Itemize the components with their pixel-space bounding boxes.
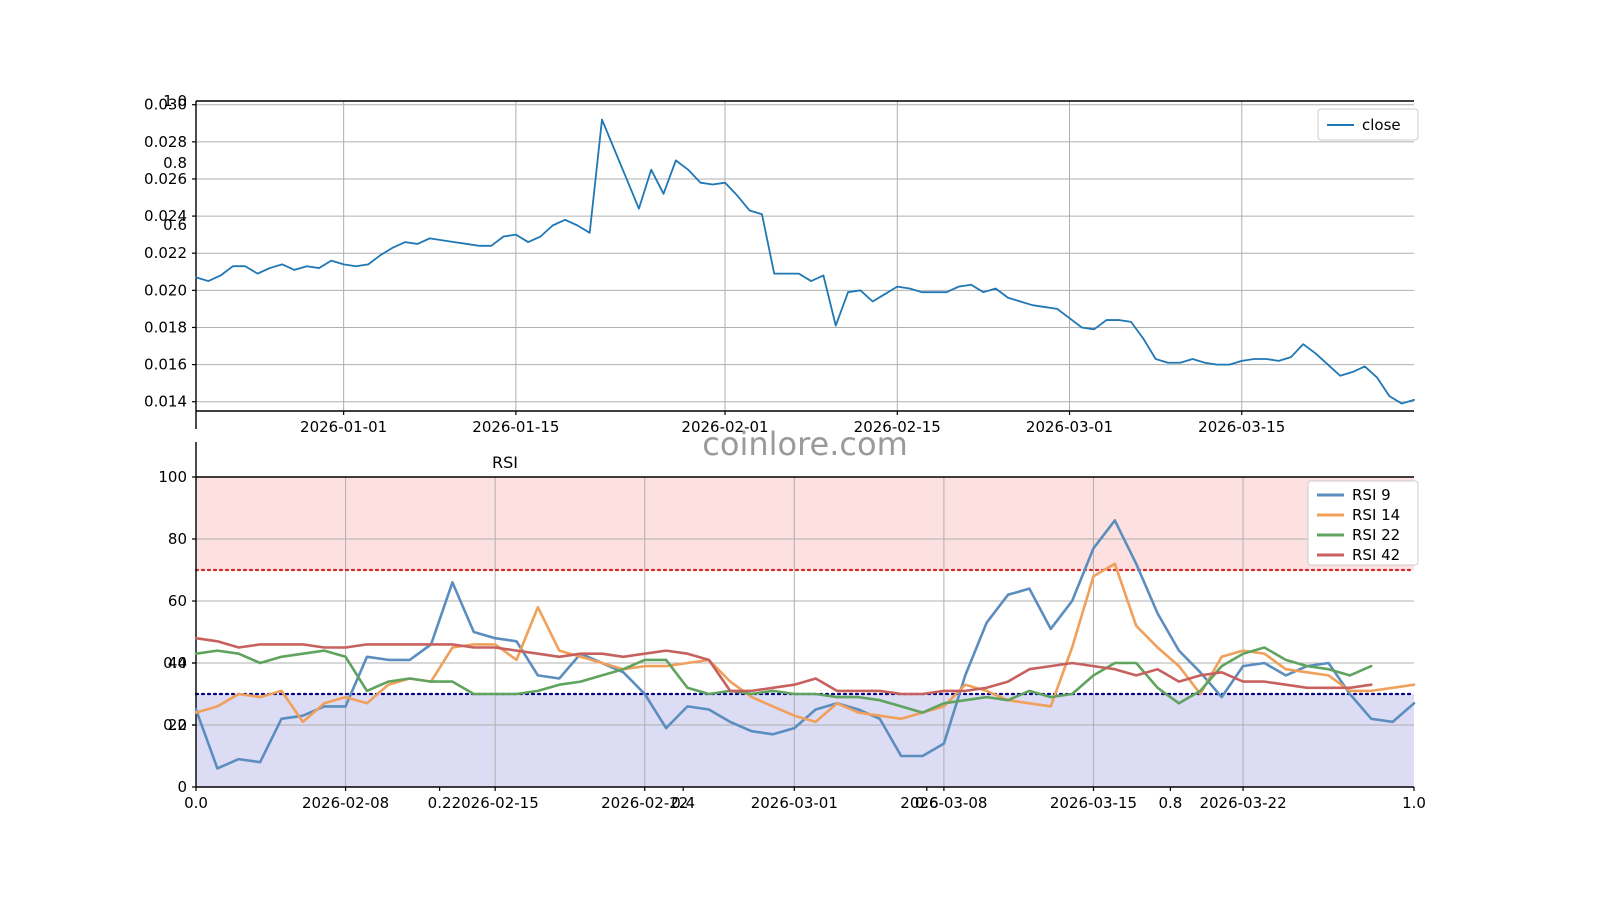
price-xtick-label: 2026-02-15 <box>854 418 941 436</box>
price-xtick-label: 2026-03-01 <box>1026 418 1113 436</box>
price-xtick-label: 2026-01-01 <box>300 418 387 436</box>
rsi-oversold-band <box>196 694 1414 787</box>
price-phantom-ytick-label: 1.0 <box>163 92 187 110</box>
price-legend[interactable]: close <box>1317 108 1419 141</box>
rsi-ytick-label: 40 <box>168 654 187 672</box>
rsi-series-rsi-14 <box>194 562 1416 724</box>
rsi-phantom-xtick-label: 0.6 <box>915 794 939 812</box>
rsi-series-rsi-42 <box>194 636 1373 696</box>
rsi-xtick-label: 2026-02-22 <box>601 794 688 812</box>
rsi-phantom-xtick-label: 1.0 <box>1402 794 1426 812</box>
rsi-series-rsi-22 <box>194 646 1373 714</box>
rsi-ytick-label: 0 <box>177 778 187 796</box>
price-ytick-label: 0.024 <box>144 207 187 225</box>
price-legend-label: close <box>1362 116 1401 134</box>
price-xtick-label: 2026-01-15 <box>472 418 559 436</box>
price-ytick-label: 0.018 <box>144 318 187 336</box>
rsi-ytick-label: 20 <box>168 716 187 734</box>
price-phantom-ytick-label: 0.6 <box>163 216 187 234</box>
rsi-ytick-label: 100 <box>158 468 187 486</box>
price-ytick-label: 0.020 <box>144 281 187 299</box>
price-ytick-label: 0.016 <box>144 356 187 374</box>
rsi-phantom-xtick-label: 0.0 <box>184 794 208 812</box>
rsi-ytick-label: 60 <box>168 592 187 610</box>
rsi-legend-label: RSI 9 <box>1352 486 1391 504</box>
rsi-phantom-ytick-label: 0.2 <box>163 716 187 734</box>
rsi-xtick-label: 2026-03-22 <box>1199 794 1286 812</box>
rsi-phantom-xtick-label: 0.8 <box>1158 794 1182 812</box>
rsi-title: RSI <box>492 453 518 472</box>
price-ytick-label: 0.028 <box>144 133 187 151</box>
rsi-overbought-band <box>196 477 1414 570</box>
price-phantom-ytick-label: 0.8 <box>163 154 187 172</box>
rsi-legend[interactable]: RSI 9 RSI 14 RSI 22 RSI 42 <box>1307 480 1419 566</box>
rsi-legend-label: RSI 22 <box>1352 526 1400 544</box>
price-xtick-label: 2026-03-15 <box>1198 418 1285 436</box>
rsi-legend-label: RSI 14 <box>1352 506 1400 524</box>
price-ytick-label: 0.030 <box>144 96 187 114</box>
rsi-xtick-label: 2026-03-01 <box>751 794 838 812</box>
rsi-chart-panel: 0 20 40 60 80 100 0.2 0.4 2026-02-08 2026-02-15 20… <box>158 442 1426 812</box>
watermark-text: coinlore.com <box>702 425 907 463</box>
price-ytick-label: 0.014 <box>144 393 187 411</box>
rsi-legend-label: RSI 42 <box>1352 546 1400 564</box>
rsi-legend-box <box>1307 480 1419 566</box>
rsi-xtick-label: 2026-03-15 <box>1050 794 1137 812</box>
price-series-close <box>195 118 1415 405</box>
rsi-xtick-label: 2026-02-15 <box>452 794 539 812</box>
price-ytick-label: 0.022 <box>144 244 187 262</box>
rsi-phantom-ytick-label: 0.4 <box>163 654 187 672</box>
price-xtick-label: 2026-02-01 <box>681 418 768 436</box>
rsi-xtick-label: 2026-02-08 <box>302 794 389 812</box>
rsi-phantom-xtick-label: 0.2 <box>428 794 452 812</box>
price-ytick-label: 0.026 <box>144 170 187 188</box>
rsi-ytick-label: 80 <box>168 530 187 548</box>
rsi-xtick-label: 2026-03-08 <box>900 794 987 812</box>
rsi-phantom-xtick-label: 0.4 <box>671 794 695 812</box>
price-legend-box <box>1317 108 1419 141</box>
price-chart-panel: 0.014 0.016 0.018 0.020 0.022 0.024 0.026 0.028… <box>144 92 1419 436</box>
